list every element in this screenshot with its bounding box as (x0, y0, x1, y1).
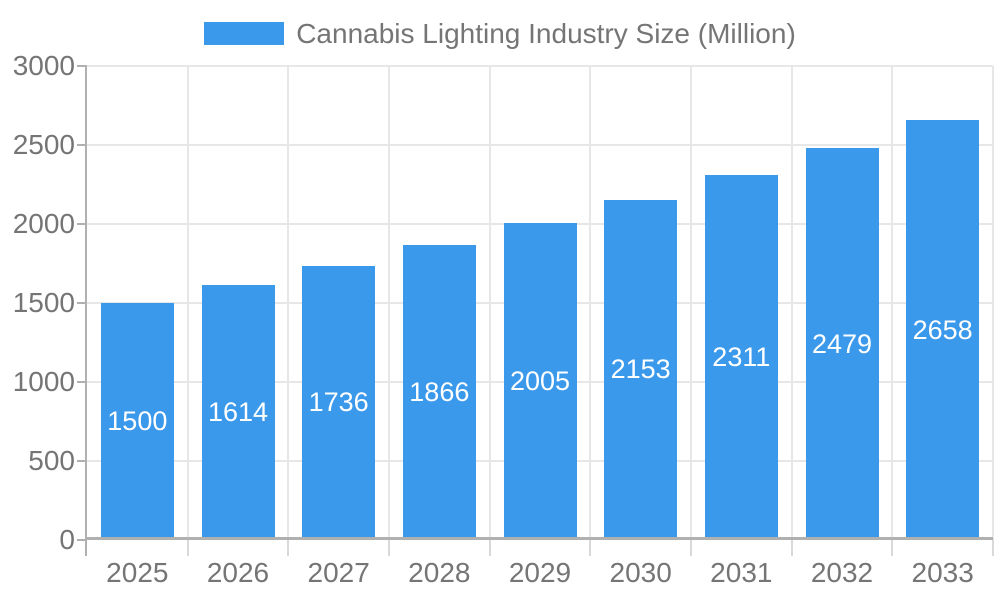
legend: Cannabis Lighting Industry Size (Million… (0, 18, 1000, 49)
legend-swatch (204, 22, 285, 45)
x-axis-tick (891, 540, 894, 556)
y-tick-label: 2000 (12, 208, 75, 239)
y-axis-tick (77, 223, 87, 225)
bar[interactable]: 2005 (503, 223, 577, 540)
bar-value-label: 2658 (912, 314, 973, 345)
y-axis-line (85, 66, 87, 556)
y-axis-tick (77, 381, 87, 383)
gridline-vertical (891, 66, 894, 540)
x-axis-tick (186, 540, 189, 556)
y-tick-label: 1500 (12, 287, 75, 318)
x-tick-label: 2031 (710, 557, 773, 588)
x-tick-label: 2029 (508, 557, 572, 588)
bar-value-label: 1736 (308, 387, 369, 418)
bar[interactable]: 1736 (302, 265, 376, 540)
y-tick-label: 3000 (12, 50, 75, 81)
bar-value-label: 1614 (207, 396, 269, 427)
x-tick-label: 2025 (106, 557, 169, 588)
bar[interactable]: 1500 (100, 303, 174, 540)
gridline-vertical (992, 66, 994, 540)
x-tick-label: 2030 (609, 557, 672, 588)
y-axis-tick (77, 460, 87, 462)
gridline-vertical (690, 66, 692, 540)
x-axis-baseline (87, 537, 993, 540)
bar[interactable]: 2153 (604, 199, 678, 540)
bar-value-label: 2153 (610, 354, 671, 385)
x-tick-label: 2028 (408, 557, 471, 588)
bar[interactable]: 1866 (402, 245, 476, 540)
y-axis-tick (77, 65, 87, 67)
y-tick-label: 2500 (12, 129, 75, 160)
gridline-vertical (388, 66, 390, 540)
gridline-vertical (589, 66, 592, 540)
y-tick-label: 1000 (12, 366, 75, 397)
bar-value-label: 2005 (509, 366, 571, 397)
x-axis-tick (287, 540, 290, 556)
y-axis-tick (77, 302, 87, 304)
y-tick-label: 0 (59, 524, 75, 555)
bar[interactable]: 1614 (201, 284, 275, 540)
bar-value-label: 1500 (107, 406, 168, 436)
bar-value-label: 2311 (712, 341, 771, 372)
y-axis-tick (77, 539, 87, 541)
gridline-vertical (488, 66, 491, 540)
x-axis-tick (388, 540, 390, 556)
legend-label: Cannabis Lighting Industry Size (Million… (296, 18, 796, 49)
bar[interactable]: 2658 (906, 120, 980, 540)
x-axis-tick (488, 540, 491, 556)
bar-value-label: 2479 (811, 328, 873, 359)
gridline-horizontal (87, 144, 993, 146)
bar[interactable]: 2479 (805, 148, 879, 540)
x-tick-label: 2033 (911, 557, 974, 588)
x-axis-tick (589, 540, 592, 556)
plot-area: 0 500 1000 1500 2000 2500 3000 1500 1614 1736 1866… (13, 51, 994, 588)
gridline-vertical (790, 66, 793, 540)
x-tick-label: 2032 (810, 557, 874, 588)
gridline-horizontal (87, 65, 993, 67)
y-axis-tick (77, 144, 87, 146)
legend-item[interactable]: Cannabis Lighting Industry Size (Million… (204, 18, 796, 49)
x-tick-label: 2027 (307, 557, 370, 588)
x-axis-tick (690, 540, 692, 556)
gridline-vertical (287, 66, 290, 540)
x-tick-label: 2026 (206, 557, 270, 588)
bar-value-label: 1866 (409, 377, 470, 408)
x-axis-tick (992, 540, 994, 556)
bar[interactable]: 2311 (704, 174, 778, 540)
gridline-vertical (186, 66, 189, 540)
x-axis-tick (790, 540, 793, 556)
y-tick-label: 500 (28, 445, 75, 476)
